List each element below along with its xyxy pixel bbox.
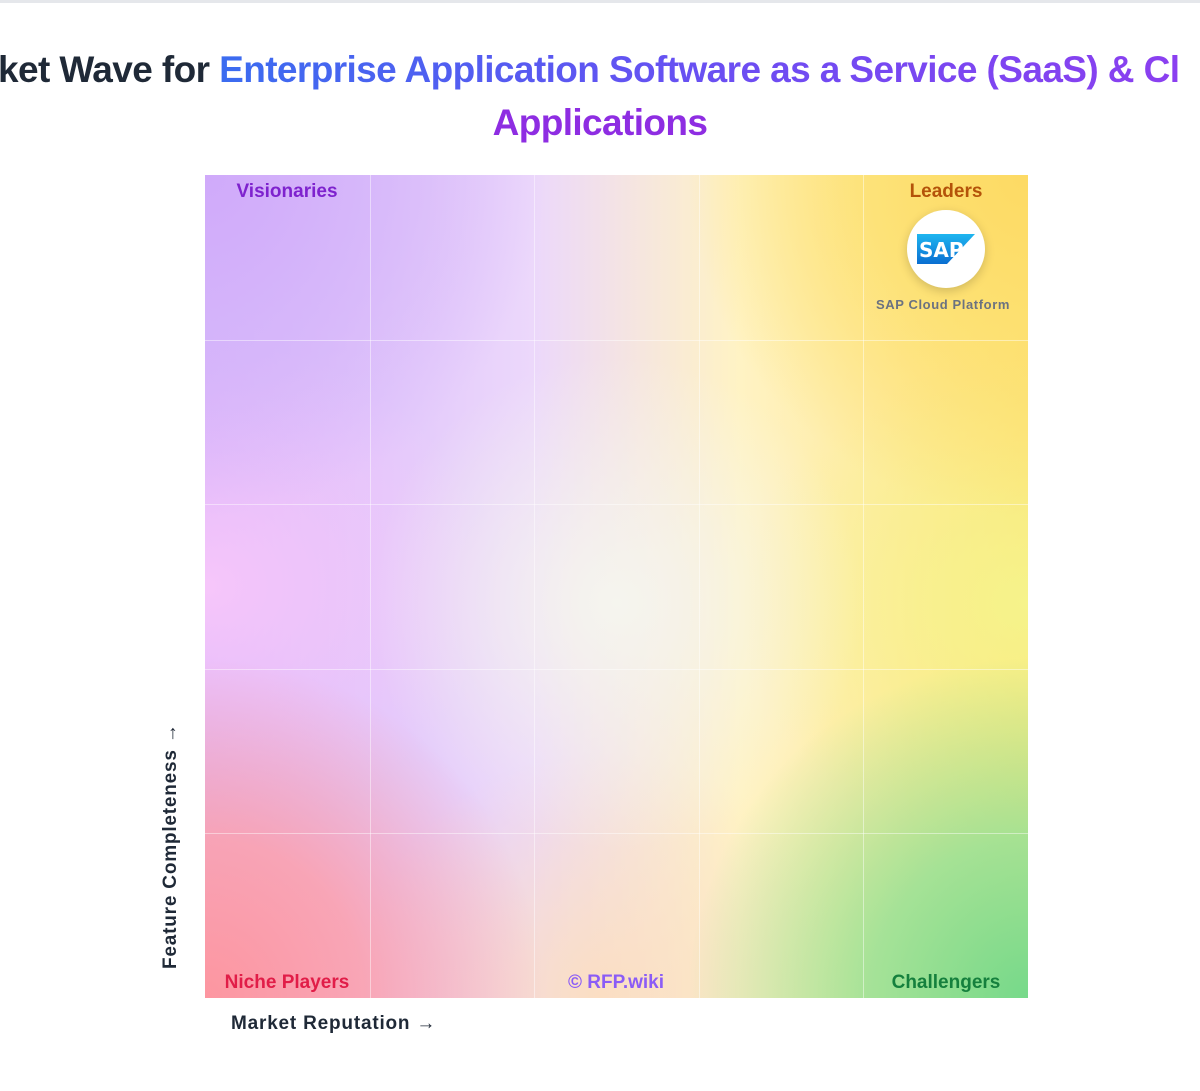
quadrant-label-leaders: Leaders — [909, 181, 983, 202]
quadrant-label-visionaries: Visionaries — [236, 181, 338, 202]
chart-grid — [205, 175, 1028, 998]
quadrant-label-challengers: Challengers — [891, 972, 1001, 993]
chart-title-line-2: Applications — [0, 97, 1200, 149]
grid-line-vertical — [370, 175, 371, 998]
top-divider — [0, 0, 1200, 3]
chart-title-prefix: ket Wave for — [0, 49, 220, 90]
grid-line-horizontal — [205, 340, 1028, 341]
chart-title-highlight: Enterprise Application Software as a Ser… — [219, 49, 1180, 90]
grid-line-horizontal — [205, 504, 1028, 505]
y-axis-label: Feature Completeness → — [160, 723, 181, 969]
quadrant-label-niche-players: Niche Players — [224, 972, 350, 993]
chart-title: ket Wave for Enterprise Application Soft… — [0, 44, 1200, 154]
grid-line-vertical — [534, 175, 535, 998]
chart-background-blend — [205, 175, 1028, 998]
market-wave-chart: Visionaries Leaders Niche Players Challe… — [205, 175, 1028, 998]
grid-line-vertical — [699, 175, 700, 998]
sap-logo-svg: SAP — [917, 234, 975, 264]
sap-logo-icon[interactable]: SAP — [907, 210, 985, 288]
grid-line-horizontal — [205, 669, 1028, 670]
watermark: © RFP.wiki — [567, 972, 664, 993]
grid-line-horizontal — [205, 833, 1028, 834]
x-axis-label: Market Reputation → — [231, 1013, 437, 1034]
vendor-name: SAP Cloud Platform — [875, 297, 1011, 312]
vendor-point-sap[interactable]: SAP SAP Cloud Platform — [866, 210, 1026, 312]
sap-logo-text: SAP — [919, 238, 964, 262]
chart-title-line-1: ket Wave for Enterprise Application Soft… — [0, 44, 1180, 96]
grid-line-vertical — [863, 175, 864, 998]
chart-title-highlight-2: Applications — [492, 102, 708, 143]
